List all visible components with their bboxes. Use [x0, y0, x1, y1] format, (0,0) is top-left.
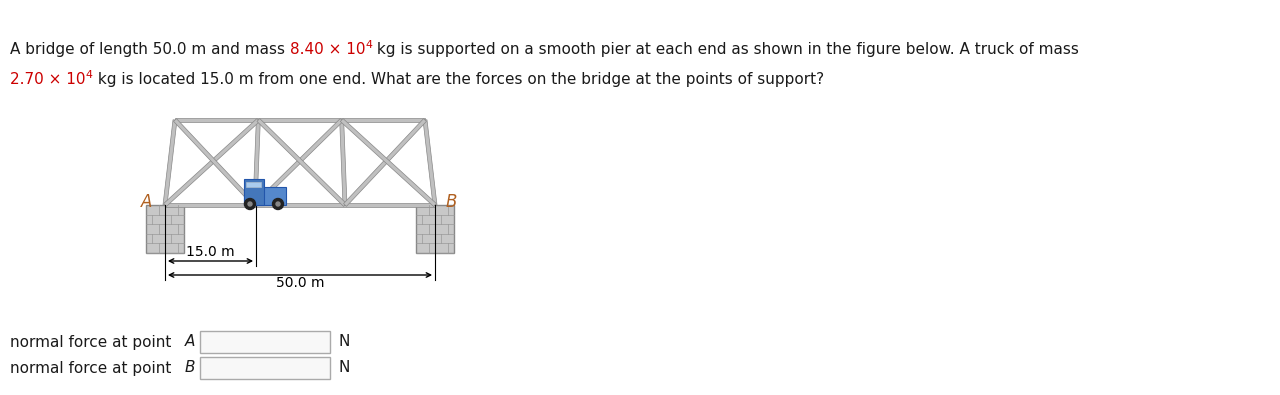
Text: normal force at point: normal force at point [10, 335, 177, 350]
Polygon shape [174, 118, 256, 206]
Text: kg is supported on a smooth pier at each end as shown in the figure below. A tru: kg is supported on a smooth pier at each… [372, 42, 1079, 57]
Circle shape [276, 202, 280, 206]
Bar [244, 187, 285, 205]
Text: A: A [186, 335, 196, 350]
Circle shape [244, 199, 256, 209]
Bar [244, 179, 264, 205]
Text: 2.70 × 10: 2.70 × 10 [10, 72, 86, 87]
Text: 4: 4 [366, 40, 372, 50]
Polygon shape [175, 118, 425, 122]
Text: B: B [186, 361, 196, 376]
Polygon shape [343, 118, 426, 206]
Polygon shape [163, 120, 177, 205]
Text: 4: 4 [86, 70, 92, 80]
Text: N: N [338, 335, 349, 350]
Bar [200, 331, 330, 353]
Polygon shape [339, 120, 347, 205]
Bar [246, 182, 261, 187]
Polygon shape [253, 118, 343, 207]
Bar [146, 205, 184, 253]
Text: A bridge of length 50.0 m and mass: A bridge of length 50.0 m and mass [10, 42, 291, 57]
Text: 15.0 m: 15.0 m [186, 245, 234, 259]
Text: normal force at point: normal force at point [10, 361, 177, 376]
Text: N: N [338, 361, 349, 376]
Circle shape [248, 202, 252, 206]
Text: kg is located 15.0 m from one end. What are the forces on the bridge at the poin: kg is located 15.0 m from one end. What … [92, 72, 824, 87]
Text: B: B [445, 193, 457, 211]
Text: 50.0 m: 50.0 m [275, 276, 324, 290]
Text: 8.40 × 10: 8.40 × 10 [291, 42, 366, 57]
Text: A: A [141, 193, 152, 211]
Polygon shape [165, 203, 435, 207]
Polygon shape [257, 118, 347, 207]
Polygon shape [340, 118, 436, 207]
Polygon shape [253, 120, 260, 205]
Polygon shape [422, 120, 436, 205]
Bar [416, 205, 454, 253]
Bar [200, 357, 330, 379]
Circle shape [273, 199, 283, 209]
Polygon shape [164, 118, 260, 207]
